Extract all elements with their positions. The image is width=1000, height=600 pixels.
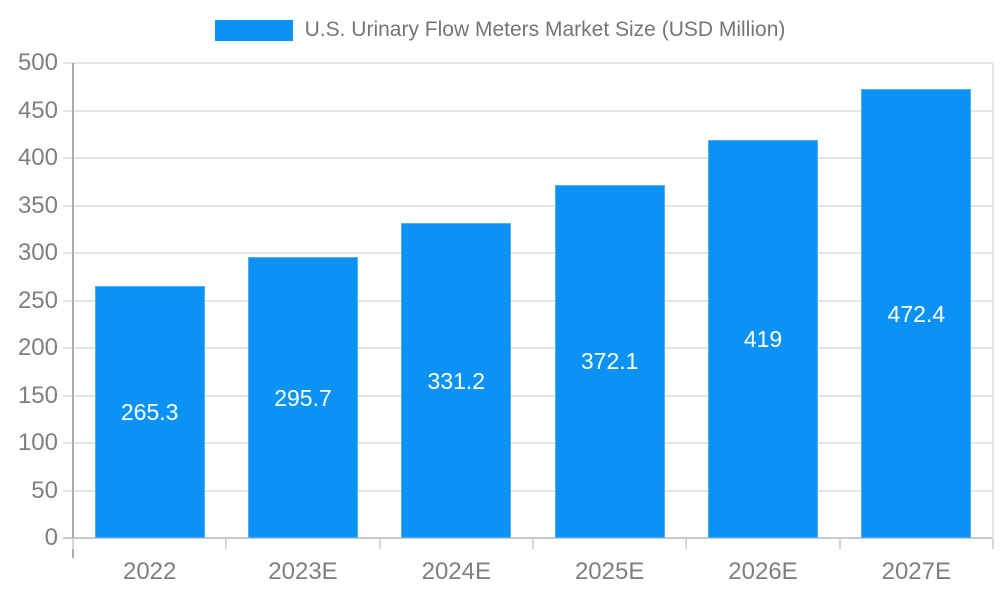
legend-swatch: [214, 19, 293, 41]
bar: 372.1: [554, 184, 665, 538]
bar: 265.3: [94, 285, 205, 538]
gridline: [63, 252, 993, 254]
x-axis-tick: [685, 538, 688, 549]
x-tick-label: 2022: [122, 558, 177, 585]
y-tick-label: 250: [17, 286, 58, 314]
x-tick-label: 2023E: [268, 558, 338, 585]
bar-value-label: 419: [743, 325, 783, 352]
bar-value-label: 295.7: [274, 384, 332, 411]
x-tick-label: 2027E: [881, 558, 952, 585]
bar-value-label: 472.4: [887, 300, 946, 327]
gridline: [63, 394, 993, 397]
plot-right-border: [992, 63, 994, 538]
chart-title: U.S. Urinary Flow Meters Market Size (US…: [304, 18, 786, 41]
x-axis-tick: [72, 538, 74, 549]
gridline: [63, 347, 993, 349]
y-tick-label: 400: [17, 144, 58, 171]
x-axis-tick: [532, 538, 534, 549]
legend: U.S. Urinary Flow Meters Market Size (US…: [0, 16, 1000, 44]
bar: 472.4: [861, 89, 972, 538]
bar-value-label: 372.1: [580, 348, 639, 375]
gridline: [63, 204, 993, 207]
bar-value-label: 331.2: [427, 367, 486, 394]
gridline: [63, 299, 993, 302]
y-axis-line: [72, 63, 74, 558]
x-tick-label: 2024E: [421, 558, 492, 585]
y-tick-label: 100: [17, 429, 58, 456]
gridline: [63, 62, 993, 64]
bar: 419: [708, 139, 818, 538]
y-tick-label: 200: [17, 334, 58, 361]
gridline: [63, 109, 993, 112]
y-tick-label: 50: [31, 476, 58, 504]
gridline: [63, 442, 993, 444]
x-tick-label: 2025E: [574, 558, 645, 585]
bar-value-label: 265.3: [120, 398, 179, 425]
y-tick-label: 350: [17, 191, 58, 219]
y-tick-label: 0: [44, 524, 58, 551]
y-tick-label: 450: [17, 96, 58, 124]
x-axis-tick: [992, 538, 994, 549]
y-tick-label: 150: [17, 381, 58, 409]
y-tick-label: 300: [17, 239, 58, 266]
gridline: [63, 489, 993, 492]
gridline: [63, 157, 993, 159]
y-tick-label: 500: [17, 49, 58, 76]
bar: 295.7: [248, 257, 358, 538]
x-axis-tick: [838, 538, 841, 549]
x-axis-tick: [225, 538, 228, 549]
bar: 331.2: [401, 223, 512, 538]
x-axis-tick: [378, 538, 381, 549]
x-tick-label: 2026E: [728, 558, 798, 585]
gridline: [63, 537, 993, 539]
